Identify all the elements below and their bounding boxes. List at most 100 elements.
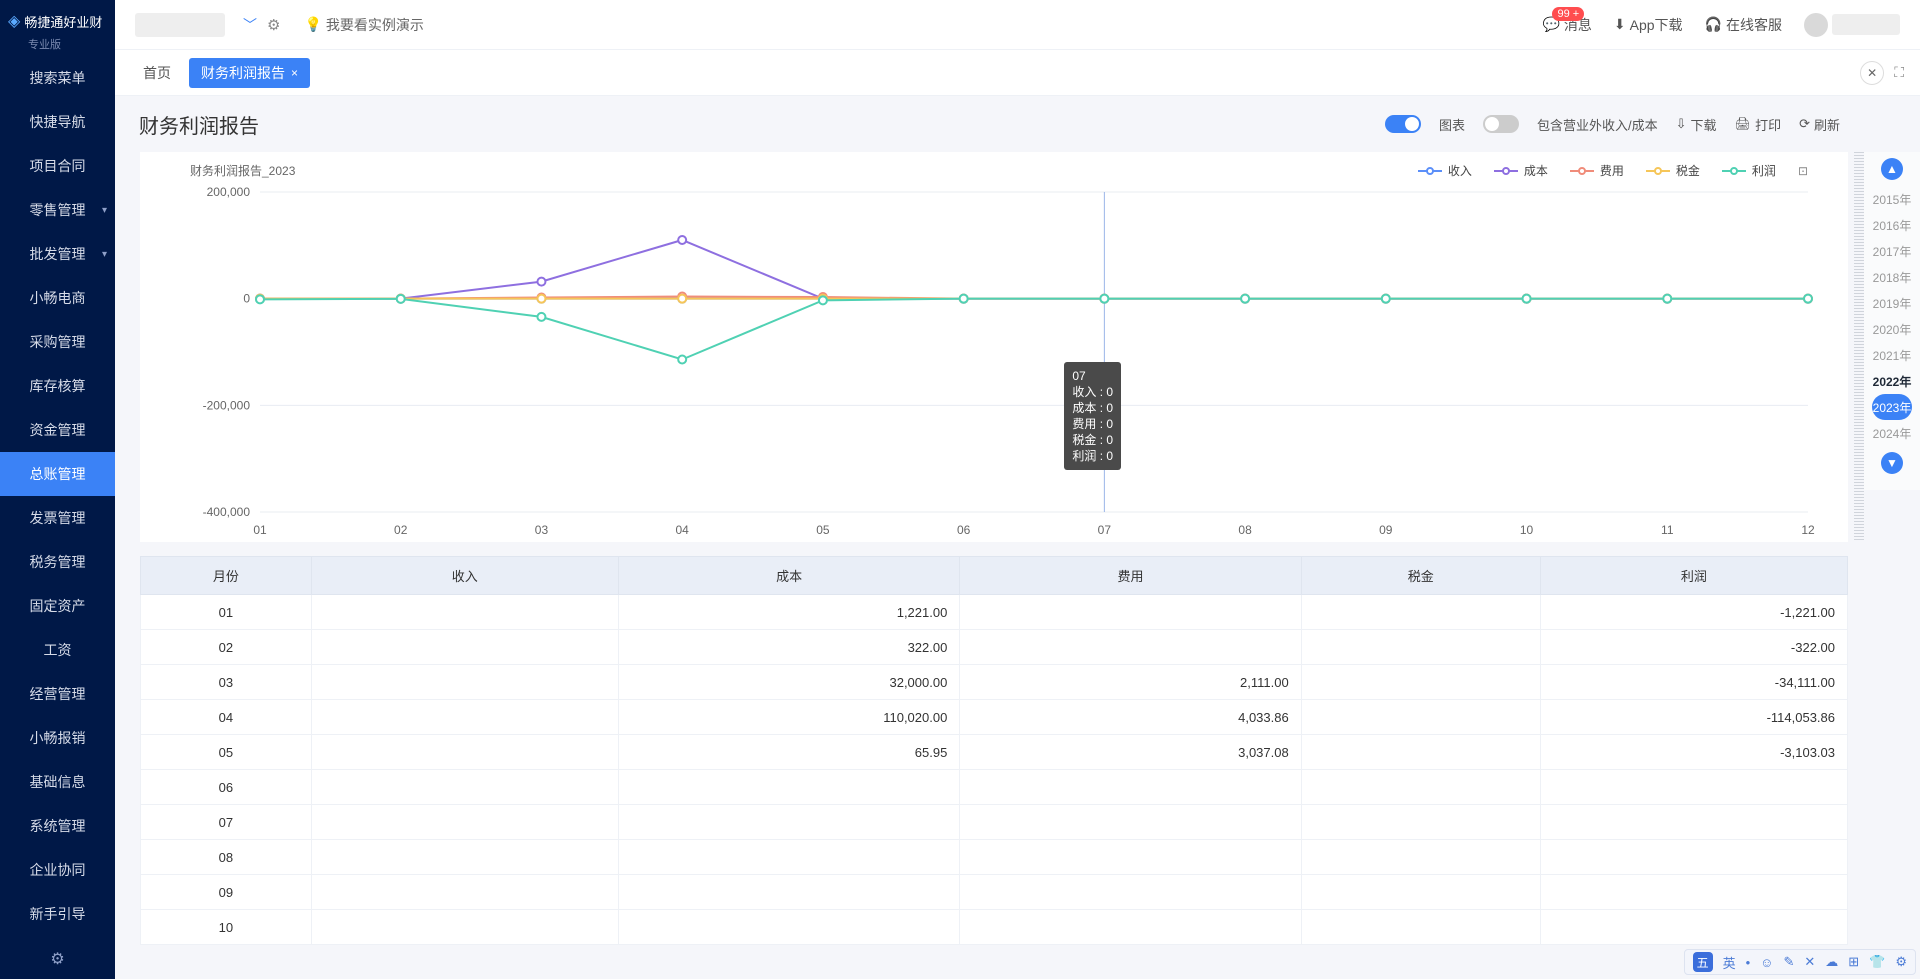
download-icon: ⇩	[1676, 116, 1687, 132]
sidebar-item-6[interactable]: 采购管理	[0, 320, 115, 364]
table-cell	[618, 840, 959, 875]
ime-item[interactable]: ✕	[1804, 954, 1815, 970]
org-selector[interactable]	[135, 13, 225, 37]
sidebar-item-9[interactable]: 总账管理	[0, 452, 115, 496]
close-all-tabs-button[interactable]: ✕	[1860, 61, 1884, 85]
legend-item[interactable]: 收入	[1418, 162, 1472, 179]
year-down-button[interactable]: ▼	[1881, 452, 1903, 474]
refresh-button[interactable]: ⟳刷新	[1799, 115, 1840, 134]
table-cell	[960, 770, 1301, 805]
table-cell	[1540, 840, 1847, 875]
ime-item[interactable]: 英	[1723, 953, 1736, 972]
legend-item[interactable]: 税金	[1646, 162, 1700, 179]
svg-text:10: 10	[1520, 523, 1534, 537]
table-cell: -322.00	[1540, 630, 1847, 665]
table-cell: 02	[141, 630, 312, 665]
app-download-button[interactable]: ⬇ App下载	[1614, 15, 1683, 35]
sidebar-item-15[interactable]: 小畅报销	[0, 716, 115, 760]
sidebar-item-7[interactable]: 库存核算	[0, 364, 115, 408]
year-option[interactable]: 2015年	[1872, 186, 1912, 212]
chart-svg[interactable]: -400,000-200,0000200,0000102030405060708…	[140, 182, 1848, 542]
chart-subtitle: 财务利润报告_2023	[190, 162, 295, 179]
sidebar-item-12[interactable]: 固定资产	[0, 584, 115, 628]
table-row: 04110,020.004,033.86-114,053.86	[141, 700, 1848, 735]
sidebar-item-17[interactable]: 系统管理	[0, 804, 115, 848]
sidebar-item-16[interactable]: 基础信息	[0, 760, 115, 804]
sidebar-item-3[interactable]: 零售管理▾	[0, 188, 115, 232]
legend-item[interactable]: 费用	[1570, 162, 1624, 179]
download-button[interactable]: ⇩下载	[1676, 115, 1717, 134]
org-settings-icon[interactable]: ⚙	[267, 16, 280, 34]
table-cell	[311, 910, 618, 945]
year-option[interactable]: 2021年	[1872, 342, 1912, 368]
table-row: 011,221.00-1,221.00	[141, 595, 1848, 630]
drag-handle[interactable]	[1854, 152, 1864, 542]
svg-text:-200,000: -200,000	[203, 398, 251, 412]
table-cell: 322.00	[618, 630, 959, 665]
sidebar-item-18[interactable]: 企业协同	[0, 848, 115, 892]
table-cell	[618, 910, 959, 945]
print-icon: 🖨	[1735, 116, 1752, 132]
year-up-button[interactable]: ▲	[1881, 158, 1903, 180]
ime-item[interactable]: 五	[1693, 952, 1713, 972]
table-col-header: 费用	[960, 557, 1301, 595]
year-option[interactable]: 2019年	[1872, 290, 1912, 316]
zoom-icon[interactable]: ⊡	[1798, 164, 1808, 178]
sidebar-item-4[interactable]: 批发管理▾	[0, 232, 115, 276]
sidebar-item-11[interactable]: 税务管理	[0, 540, 115, 584]
ime-item[interactable]: ⊞	[1848, 954, 1859, 970]
close-icon[interactable]: ×	[291, 66, 298, 80]
chevron-down-icon: ▾	[102, 205, 107, 216]
avatar	[1804, 13, 1828, 37]
ime-item[interactable]: 👕	[1869, 954, 1885, 970]
nav-list: 搜索菜单快捷导航项目合同零售管理▾批发管理▾小畅电商采购管理库存核算资金管理总账…	[0, 56, 115, 936]
legend-item[interactable]: 利润	[1722, 162, 1776, 179]
brand-edition: 专业版	[0, 36, 115, 56]
ime-item[interactable]: ⚙	[1895, 954, 1907, 970]
sidebar-item-19[interactable]: 新手引导	[0, 892, 115, 936]
year-option[interactable]: 2022年	[1872, 368, 1912, 394]
sidebar-item-10[interactable]: 发票管理	[0, 496, 115, 540]
sidebar-item-0[interactable]: 搜索菜单	[0, 56, 115, 100]
table-cell	[311, 735, 618, 770]
year-option[interactable]: 2024年	[1872, 420, 1912, 446]
sidebar-item-8[interactable]: 资金管理	[0, 408, 115, 452]
user-menu[interactable]	[1804, 13, 1900, 37]
table-cell: -114,053.86	[1540, 700, 1847, 735]
svg-text:-400,000: -400,000	[203, 505, 251, 519]
table-cell	[618, 805, 959, 840]
table-cell	[618, 770, 959, 805]
year-option[interactable]: 2023年	[1872, 394, 1912, 420]
year-option[interactable]: 2018年	[1872, 264, 1912, 290]
ime-item[interactable]: ✎	[1783, 954, 1794, 970]
ime-toolbar[interactable]: 五英 • ☺ ✎ ✕ ☁ ⊞ 👕 ⚙	[1684, 949, 1916, 975]
legend-item[interactable]: 成本	[1494, 162, 1548, 179]
table-cell	[960, 630, 1301, 665]
ime-item[interactable]: •	[1746, 955, 1751, 970]
tab-0[interactable]: 首页	[131, 58, 183, 88]
sidebar-item-14[interactable]: 经营管理	[0, 672, 115, 716]
print-button[interactable]: 🖨打印	[1735, 115, 1782, 134]
fullscreen-icon[interactable]: ⛶	[1894, 64, 1904, 81]
year-option[interactable]: 2020年	[1872, 316, 1912, 342]
sidebar-item-13[interactable]: 工资	[0, 628, 115, 672]
ime-item[interactable]: ☁	[1825, 954, 1838, 970]
messages-button[interactable]: 💬 消息 99 +	[1542, 15, 1591, 35]
year-option[interactable]: 2016年	[1872, 212, 1912, 238]
chart-toggle[interactable]	[1385, 115, 1421, 133]
demo-link[interactable]: 💡 我要看实例演示	[304, 15, 423, 35]
tabbar: 首页财务利润报告× ✕ ⛶	[115, 50, 1920, 96]
sidebar-item-2[interactable]: 项目合同	[0, 144, 115, 188]
year-option[interactable]: 2017年	[1872, 238, 1912, 264]
ime-item[interactable]: ☺	[1760, 955, 1773, 970]
table-cell: 06	[141, 770, 312, 805]
sidebar-item-5[interactable]: 小畅电商	[0, 276, 115, 320]
online-service-button[interactable]: 🎧 在线客服	[1705, 15, 1782, 35]
tab-1[interactable]: 财务利润报告×	[189, 58, 310, 88]
settings-icon[interactable]: ⚙	[0, 939, 115, 979]
include-toggle[interactable]	[1483, 115, 1519, 133]
chevron-down-icon[interactable]: ﹀	[243, 15, 257, 35]
year-panel: ▲ 2015年2016年2017年2018年2019年2020年2021年202…	[1864, 152, 1920, 490]
table-cell: 110,020.00	[618, 700, 959, 735]
sidebar-item-1[interactable]: 快捷导航	[0, 100, 115, 144]
